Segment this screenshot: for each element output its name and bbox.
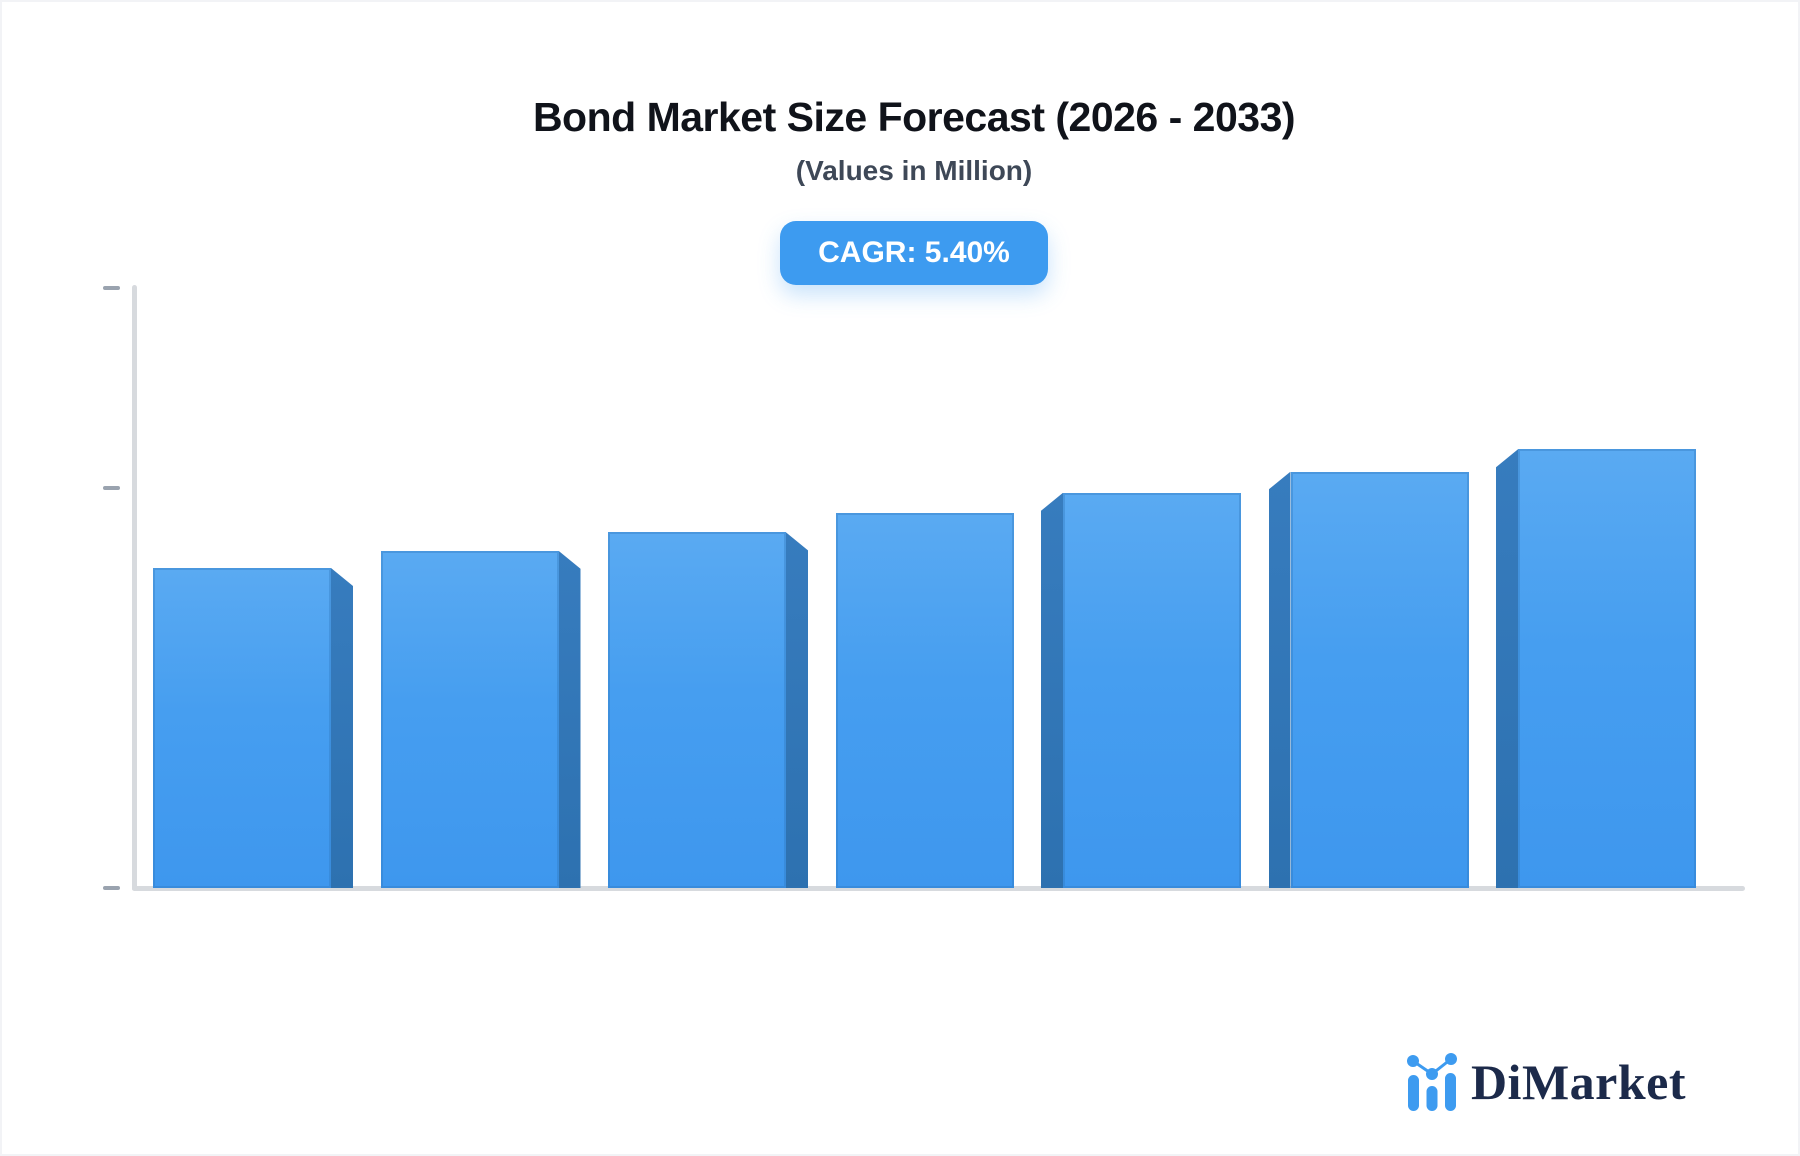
x-axis-label-2026: [390, 900, 550, 936]
x-axis-label-2030: [1300, 900, 1460, 936]
bar-value-label: [1042, 447, 1262, 479]
bar-side-2027: [786, 532, 808, 888]
bar-2027[interactable]: [608, 532, 786, 888]
bar-2028[interactable]: [835, 513, 1014, 888]
bar-2026[interactable]: [380, 550, 559, 888]
x-axis-label-2027: [617, 900, 777, 936]
y-tick-mark: [103, 486, 120, 490]
y-axis-line: [132, 285, 137, 891]
y-tick-mark: [103, 886, 120, 890]
bar-value-label: [360, 505, 580, 537]
bar-2029[interactable]: [1063, 492, 1241, 888]
chart-subtitle: (Values in Million): [795, 155, 1033, 186]
bar-side-2029: [1041, 492, 1063, 888]
y-tick-label: [2, 872, 98, 904]
y-tick-label: [2, 672, 98, 704]
bar-side-2025: [331, 568, 353, 888]
bar-side-2031: [1496, 449, 1518, 888]
bar-2031[interactable]: [1518, 449, 1696, 888]
x-axis-label-2028: [845, 900, 1005, 936]
bar-value-label: [587, 486, 807, 518]
chart-header: Bond Market Size Forecast (2026 - 2033) …: [2, 2, 1798, 285]
y-tick-label: [2, 272, 98, 304]
bar-value-label: [1270, 426, 1490, 458]
mini-bar-chart-icon: [1406, 1053, 1457, 1111]
bar-value-label: [815, 467, 1035, 499]
chart-title: Bond Market Size Forecast (2026 - 2033): [532, 94, 1296, 140]
bar-2030[interactable]: [1290, 471, 1469, 888]
bar-value-label: [1497, 403, 1717, 435]
x-axis-line: [132, 886, 1745, 891]
cagr-badge: CAGR: 5.40%: [780, 221, 1048, 285]
y-tick-mark: [103, 286, 120, 290]
x-axis-label-2025: [162, 900, 322, 936]
x-axis-label-2029: [1072, 900, 1232, 936]
bar-value-label: [132, 522, 352, 554]
brand-logo-text: DiMarket: [1470, 1054, 1686, 1110]
x-axis-label-2031: [1527, 900, 1687, 936]
bar-2025[interactable]: [153, 568, 331, 888]
bar-side-2030: [1268, 471, 1291, 888]
brand-logo: DiMarket: [1406, 1052, 1686, 1112]
bar-side-2026: [558, 550, 581, 888]
y-tick-label: [2, 472, 98, 504]
